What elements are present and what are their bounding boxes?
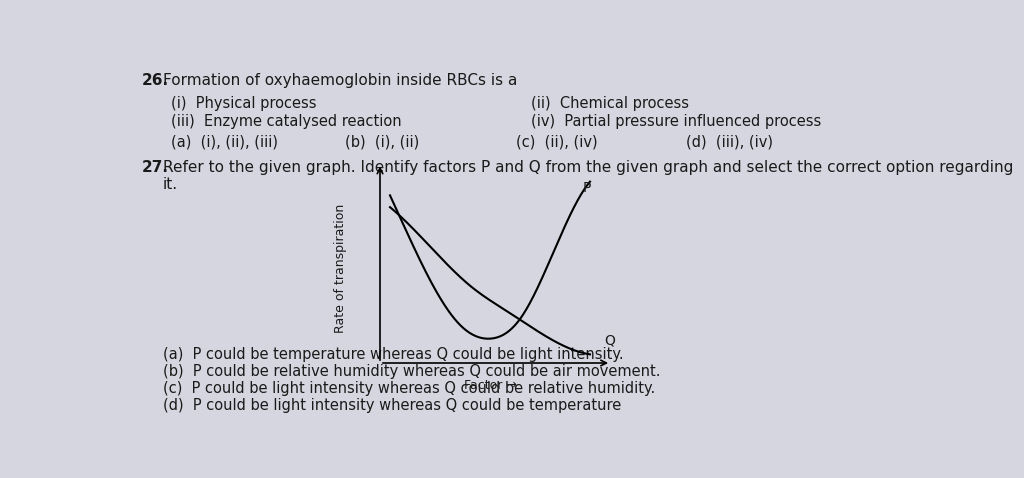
Text: (ii)  Chemical process: (ii) Chemical process bbox=[531, 96, 689, 111]
Text: (a)  P could be temperature whereas Q could be light intensity.: (a) P could be temperature whereas Q cou… bbox=[163, 347, 624, 362]
Text: P: P bbox=[583, 181, 591, 195]
Text: Q: Q bbox=[604, 333, 615, 347]
Text: Formation of oxyhaemoglobin inside RBCs is a: Formation of oxyhaemoglobin inside RBCs … bbox=[163, 73, 517, 88]
Text: 27.: 27. bbox=[142, 160, 169, 175]
Text: (b)  (i), (ii): (b) (i), (ii) bbox=[345, 134, 419, 149]
Text: (iv)  Partial pressure influenced process: (iv) Partial pressure influenced process bbox=[531, 114, 821, 129]
Text: (b)  P could be relative humidity whereas Q could be air movement.: (b) P could be relative humidity whereas… bbox=[163, 364, 660, 379]
Text: (c)  (ii), (iv): (c) (ii), (iv) bbox=[515, 134, 597, 149]
Text: (a)  (i), (ii), (iii): (a) (i), (ii), (iii) bbox=[171, 134, 278, 149]
Text: Rate of transpiration: Rate of transpiration bbox=[334, 203, 347, 333]
Text: Refer to the given graph. Identify factors P and Q from the given graph and sele: Refer to the given graph. Identify facto… bbox=[163, 160, 1014, 192]
Text: (iii)  Enzyme catalysed reaction: (iii) Enzyme catalysed reaction bbox=[171, 114, 401, 129]
Text: (d)  P could be light intensity whereas Q could be temperature: (d) P could be light intensity whereas Q… bbox=[163, 398, 622, 413]
Text: 26.: 26. bbox=[142, 73, 169, 88]
Text: (d)  (iii), (iv): (d) (iii), (iv) bbox=[686, 134, 773, 149]
Text: Factor →: Factor → bbox=[464, 380, 516, 392]
Text: (i)  Physical process: (i) Physical process bbox=[171, 96, 316, 111]
Text: (c)  P could be light intensity whereas Q could be relative humidity.: (c) P could be light intensity whereas Q… bbox=[163, 381, 655, 396]
